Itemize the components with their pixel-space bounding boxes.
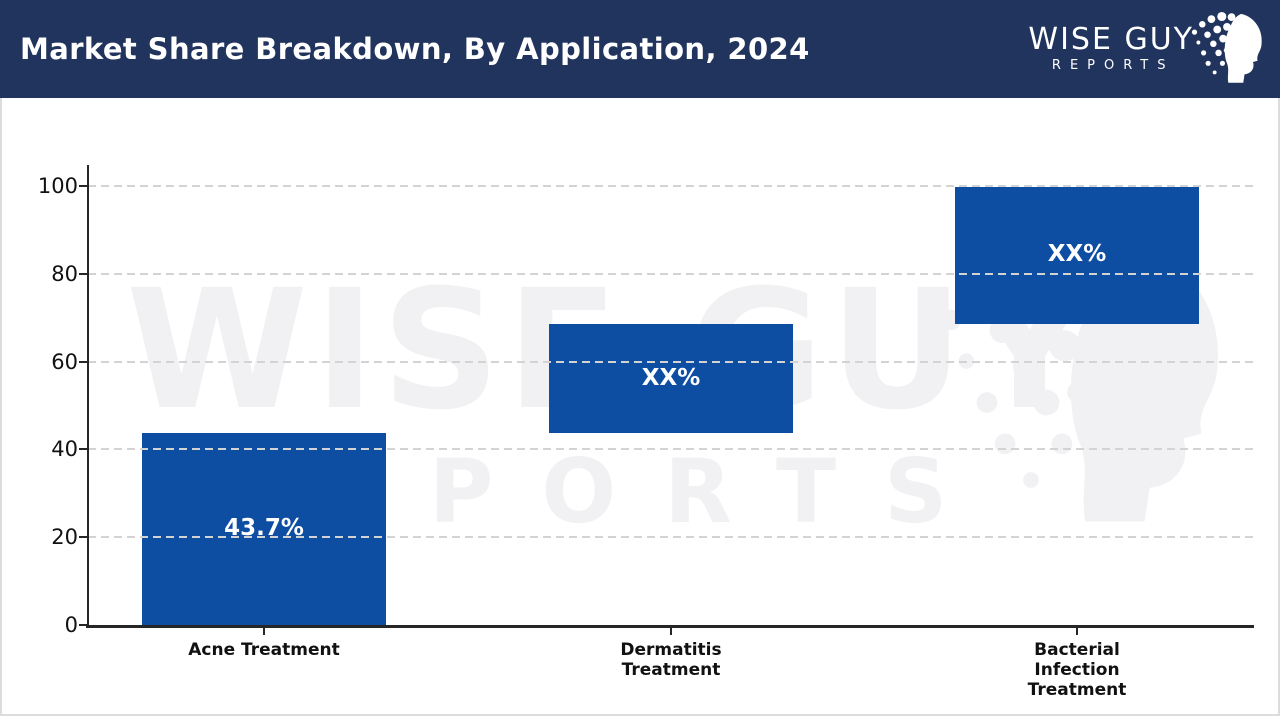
y-tick-mark-100: [79, 185, 88, 187]
y-tick-mark-60: [79, 360, 88, 363]
y-tick-label-40: 40: [51, 437, 78, 462]
y-axis-line: [87, 165, 89, 627]
x-axis-label-line: Treatment: [621, 660, 721, 680]
y-tick-label-100: 100: [37, 174, 78, 198]
bar-value-label-acne-treatment: 43.7%: [224, 515, 304, 542]
brand-text: WISE GUY REPORTS: [1028, 22, 1194, 74]
x-axis-label-line: Treatment: [1027, 680, 1127, 700]
x-tick-mark-dermatitis-treatment: [670, 628, 672, 635]
x-tick-mark-bacterial-infection-treatment: [1076, 628, 1078, 635]
y-tick-mark-0: [79, 624, 88, 626]
bar-value-label-bacterial-infection-treatment: XX%: [1047, 241, 1107, 268]
x-axis-label-dermatitis-treatment: Dermatitis Treatment: [541, 640, 801, 680]
x-axis-line: [86, 625, 1254, 628]
x-axis-label-line: Acne Treatment: [188, 640, 340, 660]
brand-logo: WISE GUY REPORTS: [1028, 9, 1266, 89]
x-axis-label-bacterial-infection-treatment: Bacterial Infection Treatment: [947, 640, 1207, 700]
y-tick-mark-40: [79, 448, 88, 451]
gridline-80: [88, 272, 1253, 275]
x-tick-mark-acne-treatment: [263, 628, 265, 635]
gridline-60: [88, 360, 1253, 363]
y-tick-mark-80: [79, 272, 88, 275]
bar-value-label-dermatitis-treatment: XX%: [641, 364, 701, 391]
x-axis-label-line: Dermatitis: [620, 640, 722, 660]
header: Market Share Breakdown, By Application, …: [0, 0, 1280, 98]
y-tick-label-80: 80: [51, 261, 78, 286]
gridline-40: [88, 448, 1253, 451]
page-title: Market Share Breakdown, By Application, …: [20, 32, 810, 66]
bar-dermatitis-treatment: [549, 323, 793, 434]
brand-subtitle: REPORTS: [1051, 58, 1175, 73]
bar-acne-treatment: [142, 433, 386, 625]
brand-wordmark: WISE GUY: [1028, 22, 1194, 57]
x-axis-label-line: Infection: [1034, 660, 1120, 680]
brand-face-icon: [1191, 11, 1262, 83]
x-axis-label-line: Bacterial: [1034, 640, 1120, 660]
y-tick-mark-20: [79, 536, 88, 539]
gridline-100: [88, 185, 1253, 187]
gridline-20: [88, 536, 1253, 539]
y-tick-label-20: 20: [51, 525, 78, 550]
y-tick-label-60: 60: [51, 349, 78, 374]
x-axis-label-acne-treatment: Acne Treatment: [134, 640, 394, 660]
bar-bacterial-infection-treatment: [955, 186, 1199, 324]
y-tick-label-0: 0: [64, 613, 78, 637]
